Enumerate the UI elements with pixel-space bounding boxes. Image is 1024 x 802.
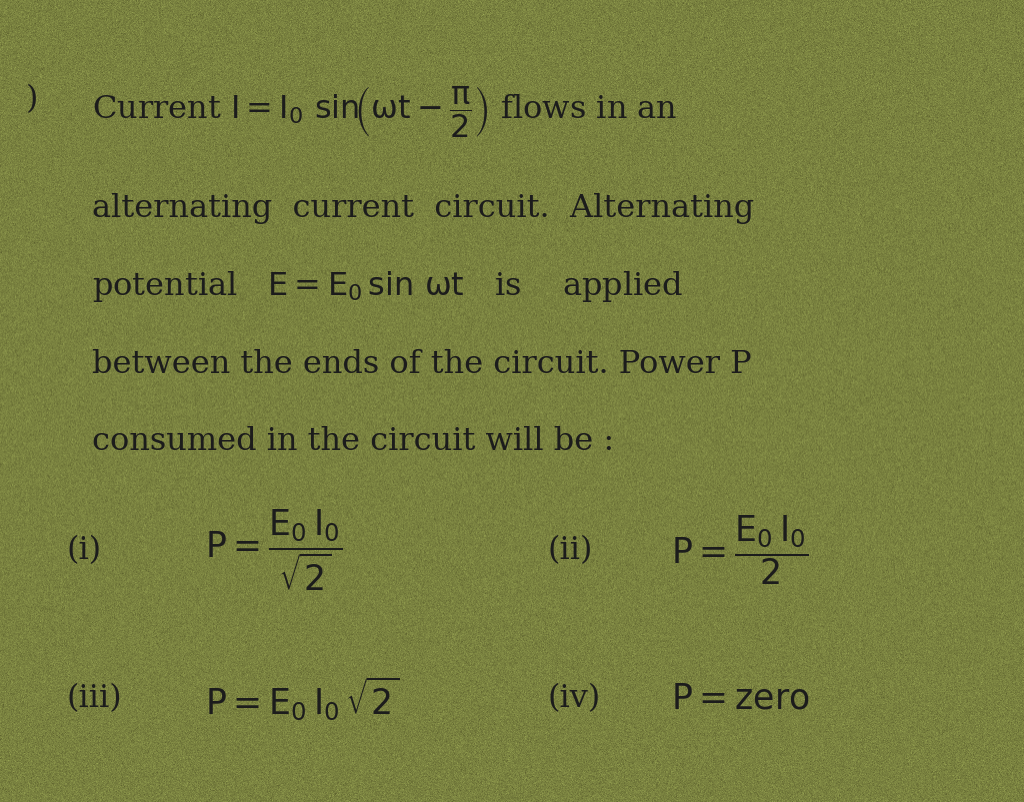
Text: potential $\ \ \mathrm{E = E_0\,\sin\,\omega t}\ \ $ is $\ \ $ applied: potential $\ \ \mathrm{E = E_0\,\sin\,\o… xyxy=(92,269,683,304)
Text: (ii): (ii) xyxy=(548,534,593,565)
Text: between the ends of the circuit. Power P: between the ends of the circuit. Power P xyxy=(92,349,752,380)
Text: Current $\mathrm{I = I_0\ sin\!\left(\omega t - \dfrac{\pi}{2}\right)}$ flows in: Current $\mathrm{I = I_0\ sin\!\left(\om… xyxy=(92,84,678,139)
Text: (iii): (iii) xyxy=(67,683,122,713)
Text: $\mathrm{P = \dfrac{E_0\,I_0}{\sqrt{2}}}$: $\mathrm{P = \dfrac{E_0\,I_0}{\sqrt{2}}}… xyxy=(205,507,342,592)
Text: ): ) xyxy=(26,84,38,115)
Text: $\mathrm{P = zero}$: $\mathrm{P = zero}$ xyxy=(671,681,810,715)
Text: $\mathrm{P = \dfrac{E_0\,I_0}{2}}$: $\mathrm{P = \dfrac{E_0\,I_0}{2}}$ xyxy=(671,512,808,586)
Text: $\mathrm{P = E_0\,I_0\,\sqrt{2}}$: $\mathrm{P = E_0\,I_0\,\sqrt{2}}$ xyxy=(205,674,398,722)
Text: (iv): (iv) xyxy=(548,683,601,713)
Text: alternating  current  circuit.  Alternating: alternating current circuit. Alternating xyxy=(92,192,755,224)
Text: consumed in the circuit will be :: consumed in the circuit will be : xyxy=(92,425,614,456)
Text: (i): (i) xyxy=(67,534,101,565)
